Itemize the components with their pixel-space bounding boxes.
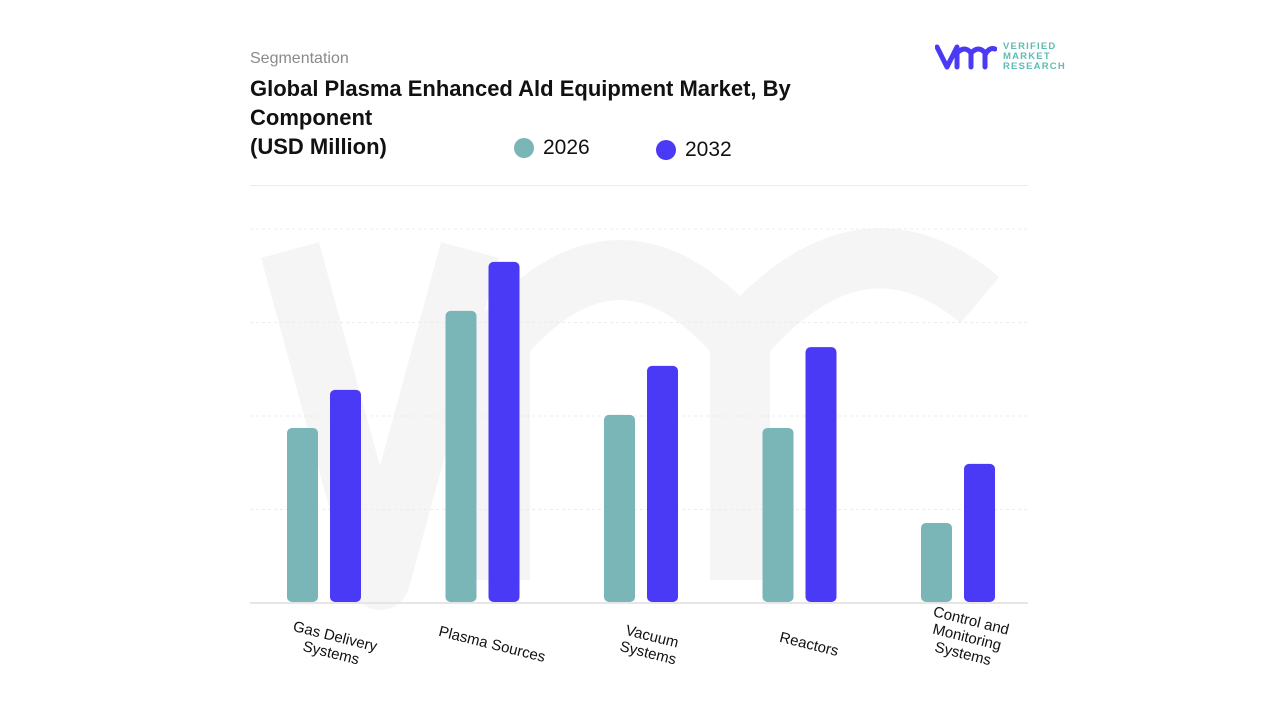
bar-2032-0 (330, 389, 361, 602)
header-divider (250, 185, 1028, 186)
bar-2032-1 (488, 261, 520, 602)
legend-label: 2026 (543, 136, 590, 159)
chart-title: Global Plasma Enhanced Ald Equipment Mar… (250, 74, 870, 161)
bar-2026-0 (287, 427, 318, 602)
legend-swatch-2026 (514, 138, 534, 158)
title-unit: (USD Million) (250, 134, 387, 159)
logo-line3: RESEARCH (1003, 61, 1066, 72)
title-text: Global Plasma Enhanced Ald Equipment Mar… (250, 76, 791, 130)
bar-2026-3 (762, 427, 794, 602)
legend-item-2032: 2032 (656, 138, 732, 162)
bar-2032-3 (805, 347, 837, 602)
bar-2032-2 (647, 365, 678, 602)
bar-2026-2 (604, 414, 635, 602)
bar-2026-4 (921, 522, 952, 602)
segment-label: Segmentation (250, 50, 349, 67)
vmr-logo-mark-icon (935, 44, 997, 70)
legend-item-2026: 2026 (514, 136, 590, 160)
vmr-logo: VERIFIED MARKET RESEARCH (935, 42, 1066, 72)
logo-line1: VERIFIED (1003, 41, 1057, 52)
legend-label: 2032 (685, 138, 732, 161)
legend-swatch-2032 (656, 140, 676, 160)
bar-2032-4 (964, 463, 995, 602)
logo-line2: MARKET (1003, 51, 1051, 62)
bar-2026-1 (445, 310, 477, 602)
watermark (261, 228, 1000, 610)
